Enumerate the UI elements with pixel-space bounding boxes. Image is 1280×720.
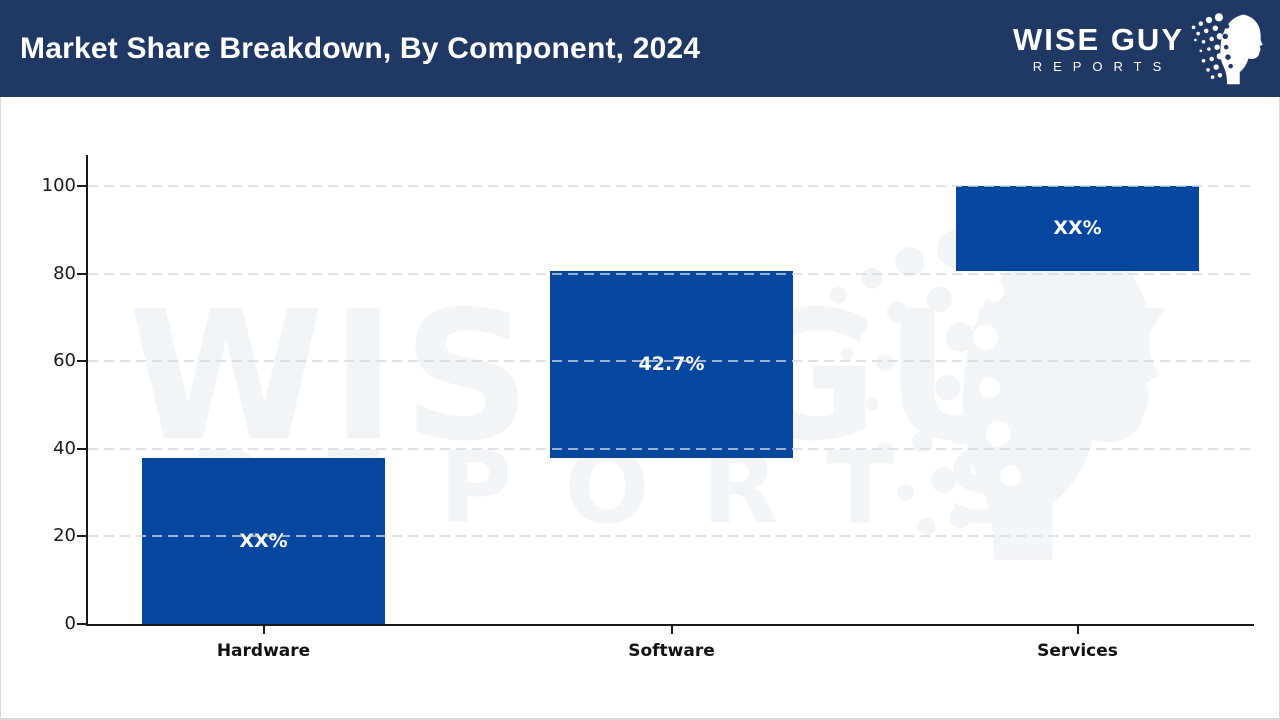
bar-software: 42.7% — [550, 270, 793, 458]
bar-value-label: 42.7% — [638, 353, 705, 376]
y-tick-label: 0 — [64, 613, 76, 634]
gridline — [88, 360, 1254, 363]
gridline — [88, 272, 1254, 275]
header-bar: Market Share Breakdown, By Component, 20… — [0, 0, 1280, 97]
bar-value-label: XX% — [1053, 217, 1102, 240]
y-tick — [77, 185, 86, 187]
x-tick — [670, 626, 673, 634]
bar-value-label: XX% — [239, 529, 288, 552]
y-tick — [77, 272, 86, 275]
y-tick-label: 40 — [53, 437, 76, 459]
y-tick-label: 80 — [53, 262, 76, 284]
y-tick — [77, 623, 86, 625]
y-axis-line — [86, 155, 88, 626]
y-tick-label: 20 — [53, 525, 76, 547]
gridline — [88, 185, 1254, 187]
brand-name: WISE GUY — [1012, 22, 1184, 57]
x-tick-label: Software — [628, 641, 715, 661]
brand-face-icon — [1191, 12, 1263, 84]
brand-subtitle: REPORTS — [1032, 59, 1173, 74]
brand-logo: WISE GUY REPORTS — [1013, 12, 1280, 86]
x-tick — [262, 626, 265, 634]
y-tick — [77, 535, 86, 538]
bar-services: XX% — [956, 186, 1199, 271]
x-axis-line — [86, 624, 1254, 626]
x-tick — [1076, 626, 1079, 634]
brand-logo-text: WISE GUY REPORTS — [1013, 24, 1184, 73]
y-tick — [77, 447, 86, 450]
x-tick-label: Services — [1037, 641, 1118, 661]
watermark-face-logo — [830, 230, 1160, 560]
x-tick-label: Hardware — [216, 641, 311, 661]
y-tick — [77, 360, 86, 363]
y-tick-label: 100 — [41, 175, 76, 196]
bar-hardware: XX% — [142, 457, 385, 624]
gridline — [88, 447, 1254, 450]
gridline — [88, 535, 1254, 538]
y-tick-label: 60 — [53, 350, 76, 372]
page-title: Market Share Breakdown, By Component, 20… — [20, 31, 701, 65]
